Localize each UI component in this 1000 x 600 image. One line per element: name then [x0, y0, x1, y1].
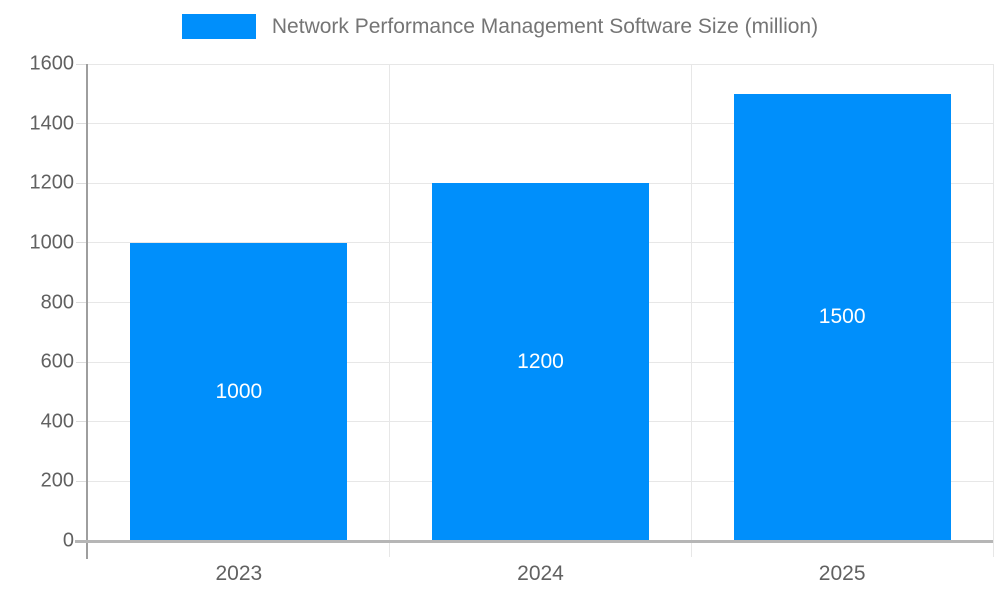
plot-right-border — [992, 64, 994, 557]
y-axis-tick-label: 400 — [40, 410, 74, 433]
x-axis-label: 2025 — [818, 562, 866, 585]
y-axis-tick — [76, 123, 88, 125]
y-axis-tick-label: 1600 — [29, 52, 75, 75]
y-axis-tick-label: 600 — [40, 350, 74, 373]
category-separator — [690, 64, 692, 557]
gridline — [88, 123, 993, 125]
bar: 1000 — [130, 242, 348, 541]
legend-swatch — [181, 14, 256, 39]
x-axis-label: 2024 — [517, 562, 564, 585]
y-axis-tick — [76, 242, 88, 244]
x-axis-line — [75, 540, 993, 543]
y-axis-tick-label: 1000 — [29, 231, 75, 254]
legend: Network Performance Management Software … — [0, 14, 1000, 39]
legend-label: Network Performance Management Software … — [271, 14, 819, 38]
y-axis-tick-label: 800 — [40, 291, 74, 313]
category-separator — [389, 64, 391, 557]
y-axis-tick-label: 1400 — [29, 112, 75, 135]
y-axis-tick — [76, 63, 88, 65]
y-axis-tick-label: 200 — [40, 469, 74, 492]
y-axis-tick-label: 1200 — [29, 171, 75, 194]
y-axis-tick — [76, 302, 88, 303]
bar: 1200 — [432, 183, 649, 541]
bar-value-label: 1200 — [517, 350, 564, 374]
gridline — [88, 63, 993, 65]
bar: 1500 — [733, 93, 951, 541]
bar-value-label: 1500 — [818, 305, 866, 329]
y-axis-line — [86, 64, 88, 559]
y-axis-tick-label: 0 — [62, 529, 74, 552]
y-axis-tick — [76, 182, 88, 184]
bar-value-label: 1000 — [215, 379, 263, 403]
y-axis-tick — [76, 421, 88, 423]
y-axis-tick — [76, 480, 88, 482]
y-axis-tick — [76, 361, 88, 363]
x-axis-label: 2023 — [215, 562, 263, 585]
